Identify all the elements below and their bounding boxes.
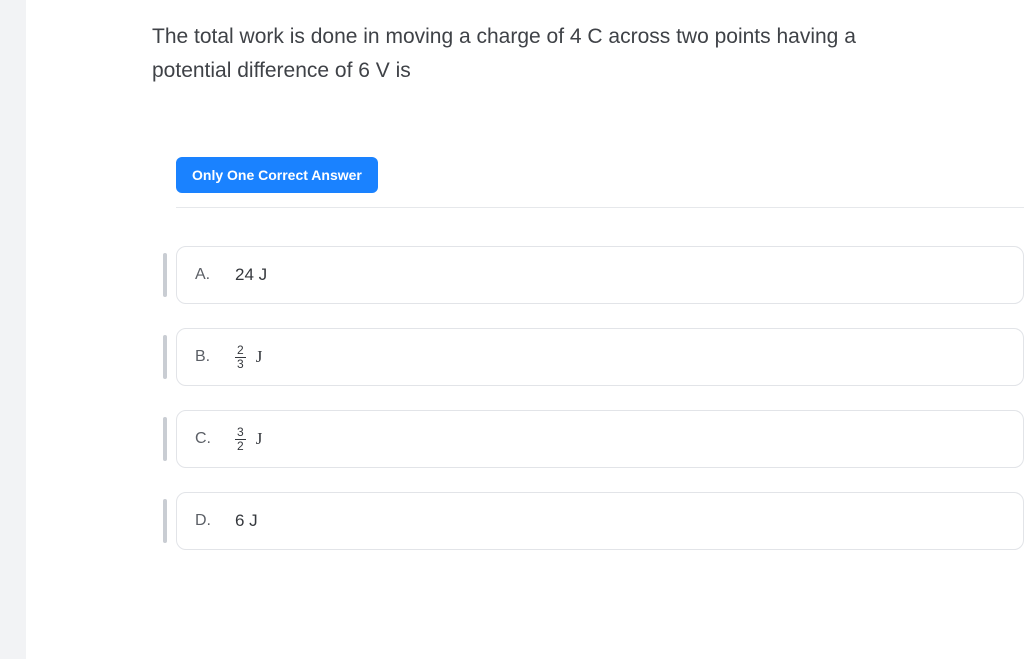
option-c[interactable]: C. 3 2 J [176,410,1024,468]
badge-container: Only One Correct Answer [26,157,1024,193]
fraction-denominator: 2 [235,439,246,453]
option-letter: C. [195,430,235,448]
option-a[interactable]: A. 24 J [176,246,1024,304]
option-text: 24 J [235,265,267,285]
option-tick [163,253,167,297]
fraction: 2 3 [235,344,246,370]
option-b[interactable]: B. 2 3 J [176,328,1024,386]
question-text: The total work is done in moving a charg… [26,20,896,87]
option-letter: B. [195,348,235,366]
option-body: 6 J [235,511,258,531]
option-text: 6 J [235,511,258,531]
option-tick [163,499,167,543]
unit: J [256,429,263,449]
fraction-denominator: 3 [235,357,246,371]
option-body: 24 J [235,265,267,285]
answer-mode-badge: Only One Correct Answer [176,157,378,193]
option-tick [163,417,167,461]
option-tick [163,335,167,379]
option-body: 3 2 J [235,426,262,452]
option-d[interactable]: D. 6 J [176,492,1024,550]
fraction: 3 2 [235,426,246,452]
fraction-numerator: 3 [235,426,246,439]
divider [176,207,1024,208]
unit: J [256,347,263,367]
option-letter: D. [195,512,235,530]
fraction-numerator: 2 [235,344,246,357]
left-gutter [0,0,26,659]
option-letter: A. [195,266,235,284]
options-list: A. 24 J B. 2 3 J C. [26,246,1024,550]
option-body: 2 3 J [235,344,262,370]
content-area: The total work is done in moving a charg… [26,0,1024,574]
page-root: The total work is done in moving a charg… [0,0,1024,659]
